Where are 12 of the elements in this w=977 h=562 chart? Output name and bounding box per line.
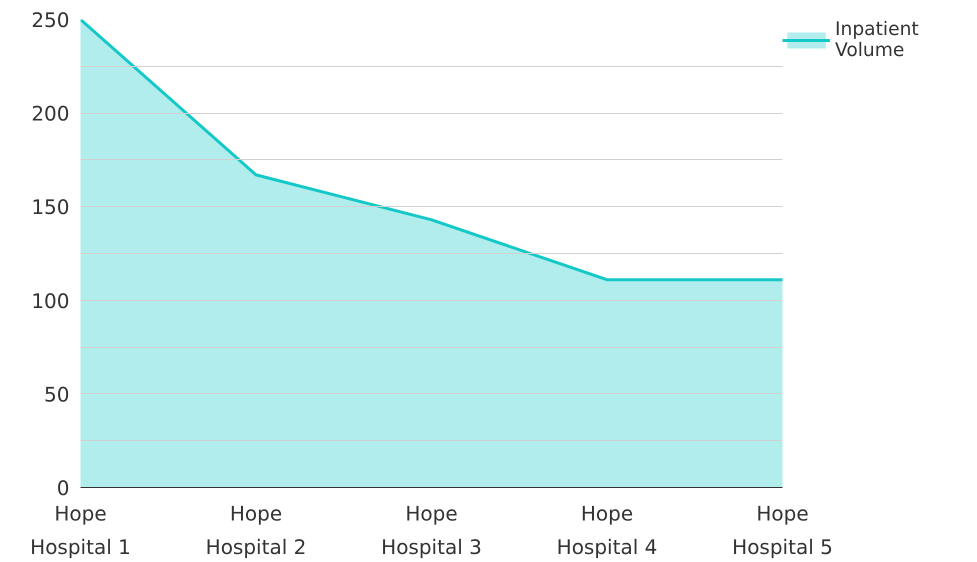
x-tick-label: Hope Hospital 1 <box>30 502 131 560</box>
y-tick-label: 250 <box>31 8 70 32</box>
legend-label: Inpatient Volume <box>835 19 919 61</box>
y-tick-label: 100 <box>31 288 70 313</box>
x-tick-label: Hope Hospital 3 <box>381 502 482 560</box>
x-tick-label: Hope Hospital 2 <box>206 502 306 560</box>
y-tick-label: 50 <box>44 382 70 406</box>
x-tick-label: Hope Hospital 5 <box>732 502 833 560</box>
y-tick-label: 200 <box>31 102 70 126</box>
y-tick-label: 150 <box>31 195 70 220</box>
y-tick-label: 0 <box>56 476 70 500</box>
x-tick-label: Hope Hospital 4 <box>556 502 658 560</box>
